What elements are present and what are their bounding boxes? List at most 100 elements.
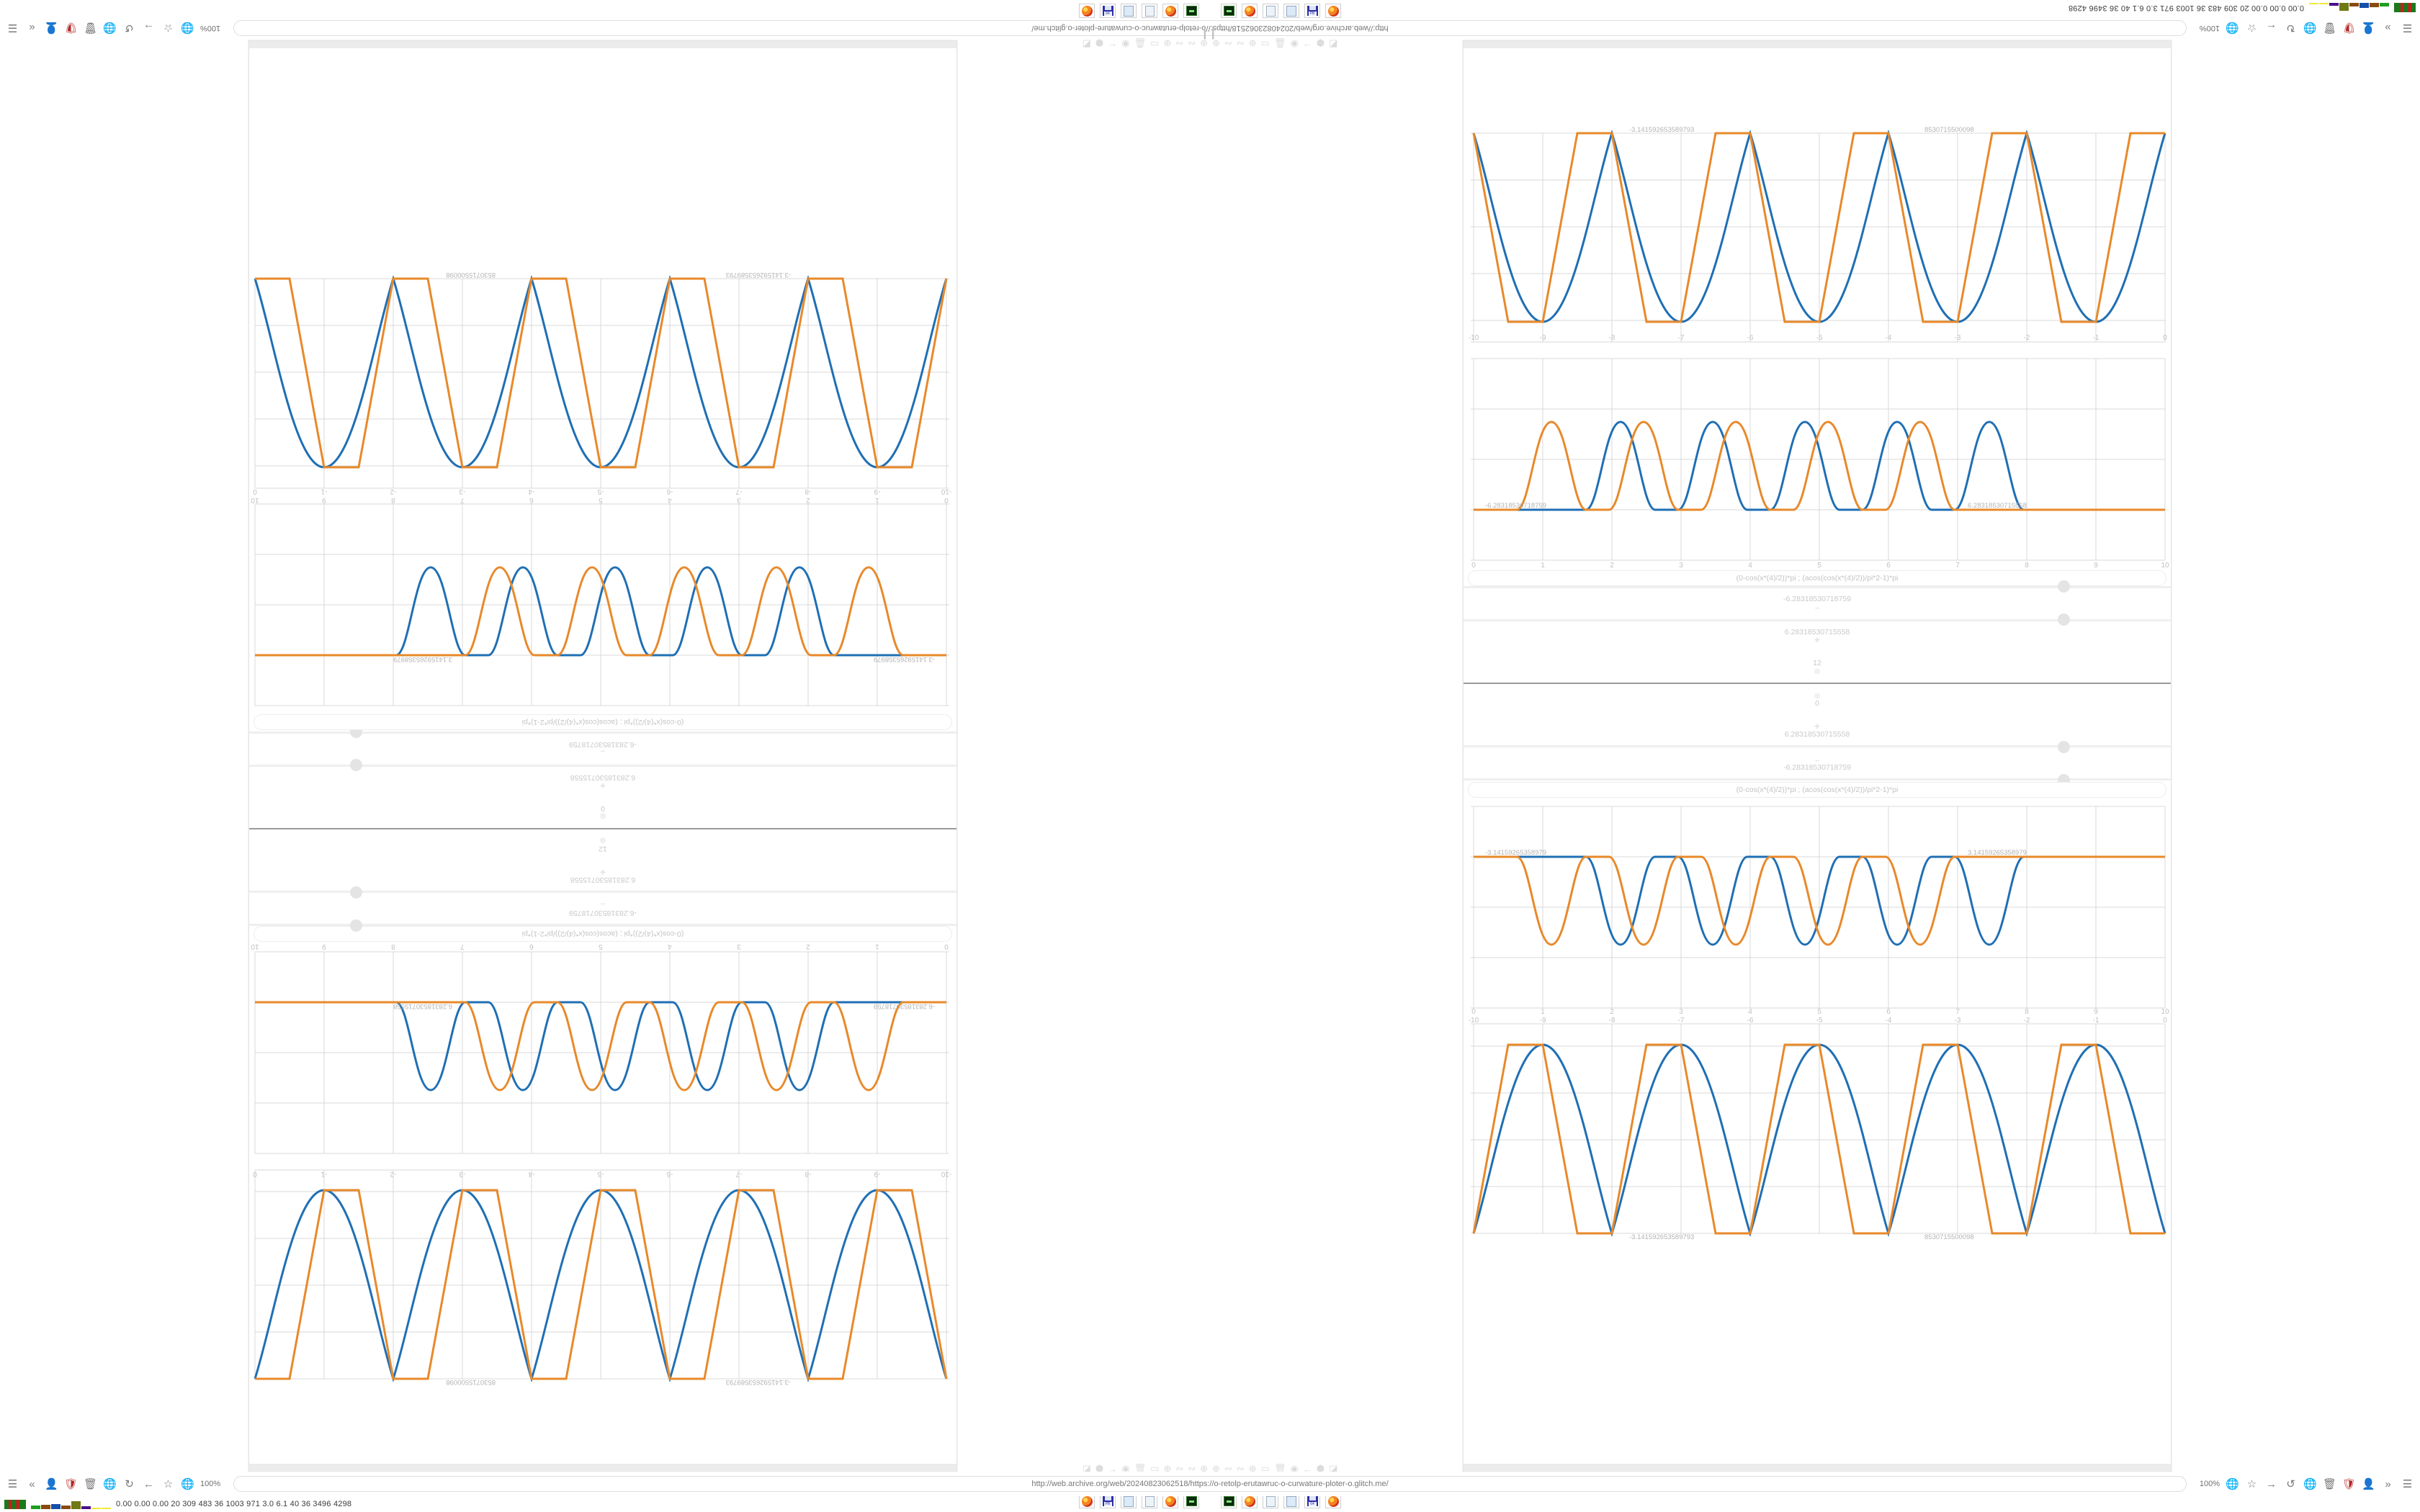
x-tick: 6 xyxy=(1886,562,1891,569)
chart-curvature-third-svg: 0 1 2 3 4 5 6 7 8 9 10 -3.14159265358979… xyxy=(251,498,949,706)
series-orange-curvature xyxy=(255,1001,946,1092)
taskbar-floppy-disk-icon-mirror[interactable]: PB xyxy=(1304,4,1320,18)
taskbar-terminal-icon-b-mirror[interactable] xyxy=(1221,1494,1237,1508)
formula-input-bottom-right[interactable]: (0-cos(x*(4)/2))*pi ; (acos(cos(x*(4)/2)… xyxy=(1468,782,2166,798)
axis-edge-label: -6.28318530718759 xyxy=(874,1002,935,1010)
slider-track[interactable] xyxy=(1464,745,2171,747)
chart-curvature-third-left[interactable]: 0 1 2 3 4 5 6 7 8 9 10 -3.14159265358979… xyxy=(249,498,956,714)
x-tick: 4 xyxy=(668,943,672,950)
globe-icon-b2[interactable]: 🌐 xyxy=(2303,1477,2317,1490)
slider-track[interactable] xyxy=(1464,778,2171,780)
wave-icon-b2: ∾ xyxy=(1188,1463,1196,1474)
chevron-double-right-icon-b2[interactable]: » xyxy=(2385,1477,2391,1490)
taskbar-firefox-icon-b[interactable] xyxy=(1079,1494,1095,1508)
axis-edge-label: 6.28318530715558 xyxy=(1968,502,2027,510)
slider-knob[interactable] xyxy=(350,886,362,899)
taskbar-firefox-icon-3[interactable] xyxy=(1325,4,1341,18)
trash-icon-b[interactable]: 🗑 xyxy=(83,1477,98,1490)
shield-icon-b[interactable]: 🛡 xyxy=(63,1477,79,1490)
reload-icon-b[interactable]: ↻ xyxy=(125,1477,134,1490)
taskbar-terminal-icon[interactable] xyxy=(1183,4,1199,18)
x-tick: -6 xyxy=(666,1170,673,1178)
trash-icon-b2[interactable]: 🗑 xyxy=(2322,1477,2337,1490)
x-tick: 9 xyxy=(2094,1008,2098,1014)
hamburger-menu-icon-b2[interactable]: ☰ xyxy=(2402,1477,2413,1490)
slider-x-max[interactable]: 6.28318530715558 ✛ xyxy=(249,860,956,899)
taskbar-firefox-icon-mirror[interactable] xyxy=(1242,4,1258,18)
account-icon-b[interactable]: 👤 xyxy=(45,1477,58,1490)
chart-wave-bottom-left[interactable]: -10 -9 -8 -7 -6 -5 -4 -3 -2 -1 0 -3.1415… xyxy=(249,271,956,498)
account-icon-b2[interactable]: 👤 xyxy=(2362,1477,2375,1490)
chart-wave-top-left[interactable]: -10 -9 -8 -7 -6 -5 -4 -3 -2 -1 0 -3.1415… xyxy=(249,1159,956,1386)
taskbar-notepad-icon-mirror[interactable] xyxy=(1283,4,1299,18)
taskbar-calculator-icon[interactable] xyxy=(1142,4,1157,18)
taskbar-firefox-icon-2[interactable] xyxy=(1162,4,1178,18)
slider-x-min-right[interactable]: -6.28318530718759 ↔ xyxy=(1464,580,2171,619)
x-tick: 5 xyxy=(1817,1008,1821,1014)
forward-arrow-icon-b2[interactable]: → xyxy=(2266,1477,2277,1490)
slider-knob[interactable] xyxy=(350,919,362,932)
chart-curvature-second-left[interactable]: 0 1 2 3 4 5 6 7 8 9 10 -6.28318530718759… xyxy=(249,943,956,1159)
slider-offset[interactable]: ↔ -6.28318530718759 xyxy=(249,726,956,765)
x-tick: 1 xyxy=(1541,562,1545,569)
x-tick: -3 xyxy=(1955,334,1961,342)
scroll-cap-top-right[interactable] xyxy=(1464,41,2171,48)
circle-plus-icon-2: ⊕ xyxy=(1200,37,1208,48)
back-arrow-icon-b[interactable]: ← xyxy=(143,1477,154,1490)
x-tick: -10 xyxy=(1469,1017,1479,1025)
taskbar-firefox-icon-b-mirror[interactable] xyxy=(1242,1494,1258,1508)
slider-x-max-right[interactable]: 6.28318530715558 ✛ xyxy=(1464,613,2171,652)
star-icon-b2[interactable]: ☆ xyxy=(2246,1477,2257,1490)
reload-icon-b2[interactable]: ↺ xyxy=(2286,1477,2295,1490)
taskbar-notepad-icon[interactable] xyxy=(1121,4,1137,18)
taskbar-firefox-icon[interactable] xyxy=(1079,4,1095,18)
globe-icon-b[interactable]: 🌐 xyxy=(103,1477,117,1490)
hamburger-menu-icon-b[interactable]: ☰ xyxy=(7,1477,18,1490)
slider-offset-right[interactable]: ↔ -6.28318530718759 xyxy=(1464,747,2171,786)
translate-icon-b[interactable]: 🌐 xyxy=(181,1477,194,1490)
taskbar-floppy-disk-icon[interactable]: 64 xyxy=(1100,4,1116,18)
wave-icon-b4: ∾ xyxy=(1236,1463,1245,1474)
taskbar-notepad-icon-b-mirror[interactable] xyxy=(1283,1494,1299,1508)
slider-y-max[interactable]: 12 ◎ xyxy=(249,831,956,860)
slider-y-min[interactable]: ◎ 0 xyxy=(249,798,956,827)
chevron-double-left-icon-b[interactable]: « xyxy=(29,1477,35,1490)
formula-input-bottom[interactable]: (0-cos(x*(4)/2))*pi ; (acos(cos(x*(4)/2)… xyxy=(254,714,952,730)
taskbar-floppy-disk-icon-b-mirror[interactable]: 64 xyxy=(1304,1494,1320,1508)
target-small-icon-2: ◎ xyxy=(600,813,606,820)
chart-wave-bottom-right[interactable]: -10 -9 -8 -7 -6 -5 -4 -3 -2 -1 0 -3.1415… xyxy=(1464,1014,2171,1241)
axis-note-right-b: 8530715500098 xyxy=(446,271,496,279)
slider-track[interactable] xyxy=(1464,586,2171,588)
slider-knob[interactable] xyxy=(2058,741,2070,753)
x-tick: -6 xyxy=(1747,1017,1754,1025)
taskbar-firefox-icon-b3[interactable] xyxy=(1325,1494,1341,1508)
slider-knob[interactable] xyxy=(2058,580,2070,593)
chart-wave-top-right[interactable]: -10 -9 -8 -7 -6 -5 -4 -3 -2 -1 0 -3.1415… xyxy=(1464,126,2171,353)
no-entry-icon-2: ◪ xyxy=(1329,37,1338,48)
slider-scale[interactable]: ✛ 6.28318530715558 xyxy=(249,759,956,798)
zoom-level-label-b[interactable]: 100% xyxy=(200,1480,221,1488)
slider-track[interactable] xyxy=(1464,619,2171,621)
slider-knob[interactable] xyxy=(2058,613,2070,626)
taskbar-calculator-icon-mirror[interactable] xyxy=(1263,4,1278,18)
taskbar-notepad-icon-b[interactable] xyxy=(1121,1494,1137,1508)
slider-value: -6.28318530718759 xyxy=(1783,595,1851,603)
arrow-left-icon-b: ← xyxy=(1302,1463,1312,1475)
chart-wave-bottom-right-svg: -10 -9 -8 -7 -6 -5 -4 -3 -2 -1 0 -3.1415… xyxy=(1469,1017,2167,1241)
scroll-cap-bottom-left[interactable] xyxy=(249,41,956,48)
shield-icon-b2[interactable]: 🛡 xyxy=(2341,1477,2357,1490)
chart-curvature-second-right[interactable]: 0 1 2 3 4 5 6 7 8 9 10 -6.28318530718759… xyxy=(1464,353,2171,569)
slider-y-max-right[interactable]: 12 ◎ xyxy=(1464,652,2171,681)
slider-scale-right[interactable]: ✛ 6.28318530715558 xyxy=(1464,714,2171,753)
scroll-cap-bottom-right[interactable] xyxy=(1464,1464,2171,1471)
series-blue-curvature xyxy=(255,1001,946,1092)
address-bar-bottom[interactable]: http://web.archive.org/web/2024082306251… xyxy=(233,1476,2187,1492)
formula-input-top-right[interactable]: (0-cos(x*(4)/2))*pi ; (acos(cos(x*(4)/2)… xyxy=(1468,570,2166,586)
zoom-level-label-b2[interactable]: 100% xyxy=(2199,1480,2220,1488)
x-tick: 10 xyxy=(2161,562,2169,569)
taskbar-terminal-icon-mirror[interactable] xyxy=(1221,4,1237,18)
slider-y-min-right[interactable]: ◎ 0 xyxy=(1464,685,2171,714)
star-icon-b[interactable]: ☆ xyxy=(163,1477,174,1490)
chart-curvature-third-right[interactable]: 0 1 2 3 4 5 6 7 8 9 10 -3.14159265358979… xyxy=(1464,798,2171,1014)
translate-icon-b2[interactable]: 🌐 xyxy=(2226,1477,2239,1490)
